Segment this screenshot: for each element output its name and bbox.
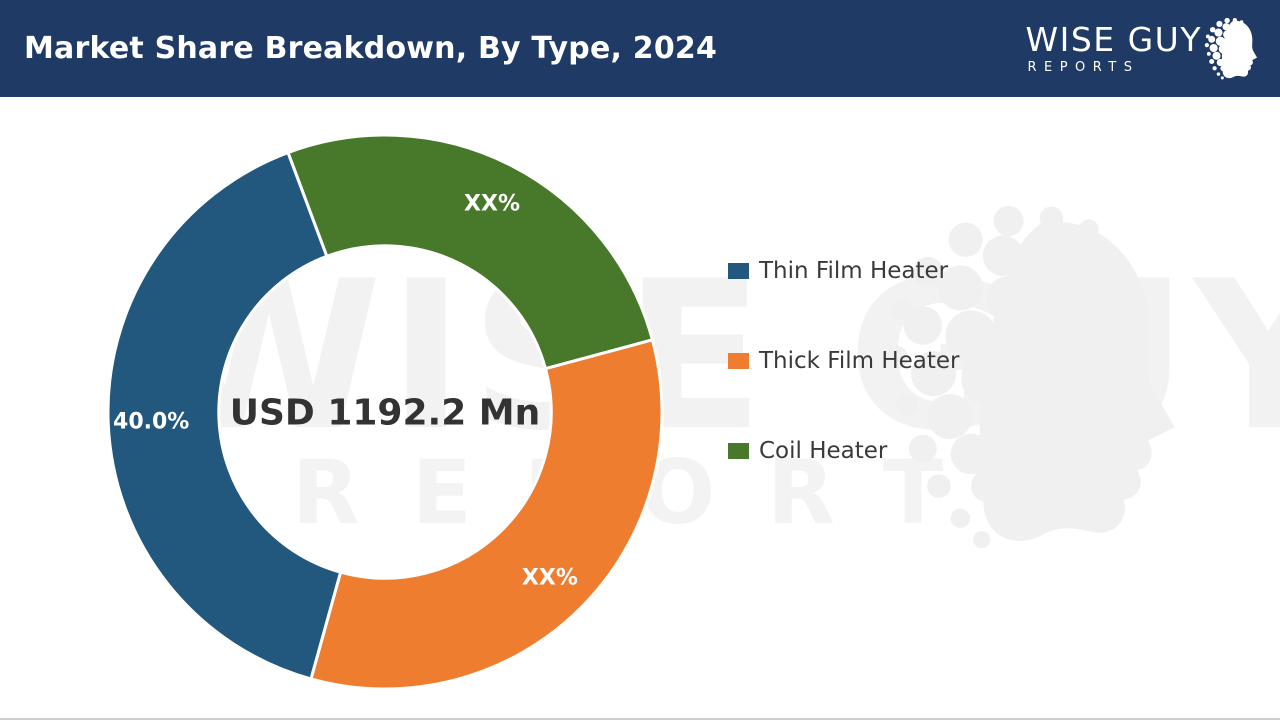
- slice-percent-label-thin-film-heater: 40.0%: [113, 410, 189, 435]
- logo-wordmark-line1: WISE GUY: [1025, 19, 1202, 59]
- slice-percent-label-coil-heater: XX%: [464, 191, 520, 216]
- pie-slice-thin-film-heater: [106, 151, 343, 681]
- legend-item-thin-film-heater: Thin Film Heater: [728, 257, 960, 285]
- header-bar: Market Share Breakdown, By Type, 2024 WI…: [0, 0, 1280, 97]
- dotted-head-profile-icon: [1204, 17, 1258, 81]
- slice-percent-label-thick-film-heater: XX%: [522, 566, 578, 591]
- legend-swatch-icon: [728, 443, 749, 459]
- legend-item-thick-film-heater: Thick Film Heater: [728, 347, 960, 375]
- logo-wordmark: WISE GUY REPORTS: [1025, 23, 1202, 75]
- legend-swatch-icon: [728, 263, 749, 279]
- pie-slice-coil-heater: [286, 133, 654, 371]
- legend-item-coil-heater: Coil Heater: [728, 437, 960, 465]
- legend-label: Thin Film Heater: [759, 258, 949, 284]
- legend-label: Coil Heater: [759, 438, 888, 464]
- page-title: Market Share Breakdown, By Type, 2024: [24, 31, 718, 66]
- pie-slice-thick-film-heater: [309, 338, 664, 691]
- legend-label: Thick Film Heater: [759, 348, 960, 374]
- chart-area: WISE GUY REPORTS USD 1192.2 Mn 40.0% XX% X…: [0, 97, 1280, 720]
- logo-wordmark-line2: REPORTS: [1027, 59, 1140, 75]
- donut-chart: USD 1192.2 Mn 40.0% XX% XX%: [106, 133, 664, 691]
- legend-swatch-icon: [728, 353, 749, 369]
- chart-legend: Thin Film Heater Thick Film Heater Coil He…: [728, 257, 960, 465]
- chart-center-value: USD 1192.2 Mn: [230, 393, 540, 434]
- wiseguy-logo: WISE GUY REPORTS: [1025, 17, 1258, 81]
